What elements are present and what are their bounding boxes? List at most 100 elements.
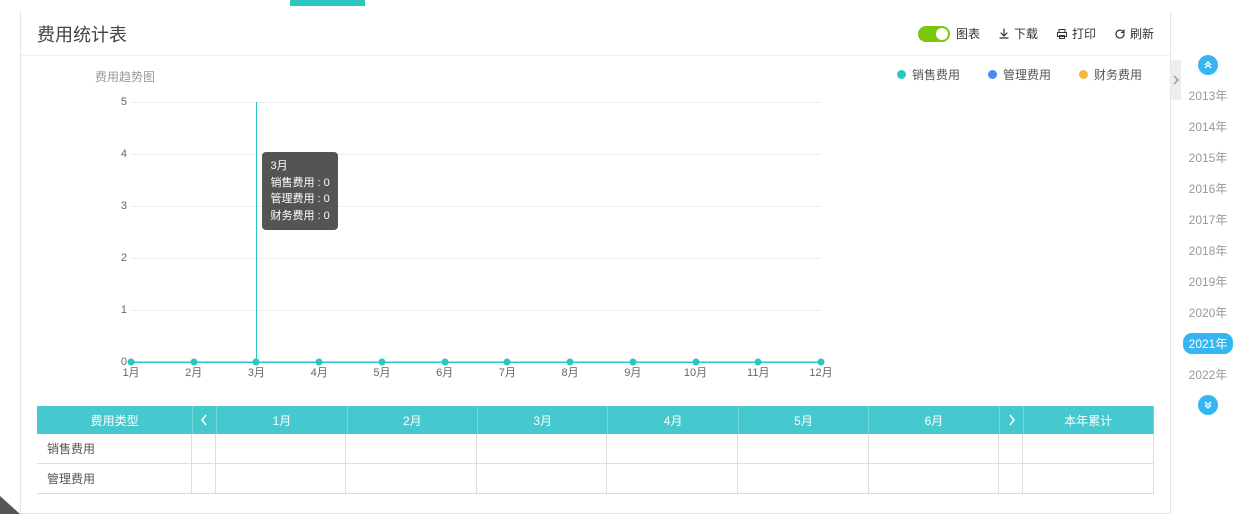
x-axis: [131, 361, 821, 362]
row-label: 管理费用: [37, 464, 192, 493]
legend-item[interactable]: 管理费用: [988, 66, 1051, 83]
print-icon: [1056, 28, 1068, 40]
double-chevron-up-icon: [1203, 60, 1213, 70]
x-axis-label: 4月: [311, 364, 328, 380]
legend-item[interactable]: 销售费用: [897, 66, 960, 83]
year-scroll-down-button[interactable]: [1198, 395, 1218, 415]
cell: [477, 434, 608, 463]
data-marker: [567, 359, 574, 366]
refresh-label: 刷新: [1130, 25, 1154, 42]
x-axis-label: 12月: [809, 364, 832, 380]
data-marker: [629, 359, 636, 366]
year-item[interactable]: 2020年: [1183, 302, 1234, 323]
data-marker: [818, 359, 825, 366]
download-label: 下载: [1014, 25, 1038, 42]
cell-total: [1023, 434, 1154, 463]
year-item[interactable]: 2018年: [1183, 240, 1234, 261]
year-item[interactable]: 2017年: [1183, 209, 1234, 230]
chart-plot[interactable]: 0123451月2月3月4月5月6月7月8月9月10月11月12月: [131, 102, 821, 362]
x-axis-label: 1月: [122, 364, 139, 380]
chart-area: 费用趋势图 销售费用管理费用财务费用 0123451月2月3月4月5月6月7月8…: [21, 56, 1170, 406]
y-axis-label: 1: [109, 304, 127, 316]
page-title: 费用统计表: [37, 21, 127, 47]
header-bar: 费用统计表 图表 下载 打印 刷新: [21, 12, 1170, 56]
main-panel: 费用统计表 图表 下载 打印 刷新 费用趋势图 销售费用管理费用财务费用 012…: [20, 12, 1171, 514]
data-marker: [190, 359, 197, 366]
year-item[interactable]: 2015年: [1183, 147, 1234, 168]
data-marker: [504, 359, 511, 366]
table-header-month[interactable]: 6月: [869, 406, 999, 434]
x-axis-label: 3月: [248, 364, 265, 380]
table-header-month[interactable]: 2月: [348, 406, 478, 434]
year-scroll-up-button[interactable]: [1198, 55, 1218, 75]
table-next-button[interactable]: [1000, 406, 1024, 434]
data-marker: [441, 359, 448, 366]
chevron-right-icon: [1008, 414, 1015, 426]
y-axis-label: 5: [109, 96, 127, 108]
y-axis-label: 4: [109, 148, 127, 160]
row-label: 销售费用: [37, 434, 192, 463]
cell-pad: [999, 464, 1023, 493]
cell: [346, 464, 477, 493]
table-row: 销售费用: [37, 434, 1154, 464]
year-item[interactable]: 2016年: [1183, 178, 1234, 199]
cell: [607, 464, 738, 493]
cell: [216, 464, 347, 493]
data-marker: [692, 359, 699, 366]
cell: [216, 434, 347, 463]
data-marker: [316, 359, 323, 366]
table-header-type: 费用类型: [37, 406, 193, 434]
cell: [738, 464, 869, 493]
refresh-button[interactable]: 刷新: [1114, 25, 1154, 42]
tooltip-line: 管理费用 : 0: [270, 191, 329, 208]
cell: [869, 434, 1000, 463]
x-axis-label: 7月: [499, 364, 516, 380]
refresh-icon: [1114, 28, 1126, 40]
cell-pad: [192, 464, 216, 493]
cell: [607, 434, 738, 463]
legend-label: 管理费用: [1003, 66, 1051, 83]
table-prev-button[interactable]: [193, 406, 217, 434]
tooltip-title: 3月: [270, 158, 329, 175]
chevron-left-icon: [201, 414, 208, 426]
chart-toggle-label: 图表: [956, 25, 980, 42]
year-item[interactable]: 2013年: [1183, 85, 1234, 106]
print-button[interactable]: 打印: [1056, 25, 1096, 42]
chart-crosshair: [256, 102, 257, 362]
legend-label: 财务费用: [1094, 66, 1142, 83]
x-axis-label: 8月: [562, 364, 579, 380]
double-chevron-down-icon: [1203, 400, 1213, 410]
grid-line: [131, 102, 821, 103]
legend-dot-icon: [988, 70, 997, 79]
chart-toggle-switch[interactable]: [918, 26, 950, 42]
bottom-left-handle[interactable]: [0, 496, 20, 514]
year-item[interactable]: 2014年: [1183, 116, 1234, 137]
cell-pad: [999, 434, 1023, 463]
cell: [738, 434, 869, 463]
download-icon: [998, 28, 1010, 40]
y-axis-label: 3: [109, 200, 127, 212]
year-item[interactable]: 2019年: [1183, 271, 1234, 292]
top-tab-strip: [0, 0, 1239, 6]
cell-total: [1023, 464, 1154, 493]
table-header-row: 费用类型1月2月3月4月5月6月本年累计: [37, 406, 1154, 434]
x-axis-label: 11月: [747, 364, 769, 380]
x-axis-label: 5月: [373, 364, 390, 380]
data-marker: [755, 359, 762, 366]
table-header-month[interactable]: 3月: [478, 406, 608, 434]
year-item[interactable]: 2022年: [1183, 364, 1234, 385]
x-axis-label: 10月: [684, 364, 707, 380]
legend-item[interactable]: 财务费用: [1079, 66, 1142, 83]
chart-tooltip: 3月销售费用 : 0管理费用 : 0财务费用 : 0: [262, 152, 337, 230]
download-button[interactable]: 下载: [998, 25, 1038, 42]
table-header-month[interactable]: 1月: [217, 406, 347, 434]
tooltip-line: 销售费用 : 0: [270, 175, 329, 192]
data-marker: [378, 359, 385, 366]
table-header-month[interactable]: 4月: [608, 406, 738, 434]
x-axis-label: 9月: [624, 364, 641, 380]
active-top-tab-indicator: [290, 0, 365, 6]
side-collapse-handle[interactable]: [1171, 60, 1181, 100]
year-item[interactable]: 2021年: [1183, 333, 1234, 354]
legend-label: 销售费用: [912, 66, 960, 83]
table-header-month[interactable]: 5月: [739, 406, 869, 434]
